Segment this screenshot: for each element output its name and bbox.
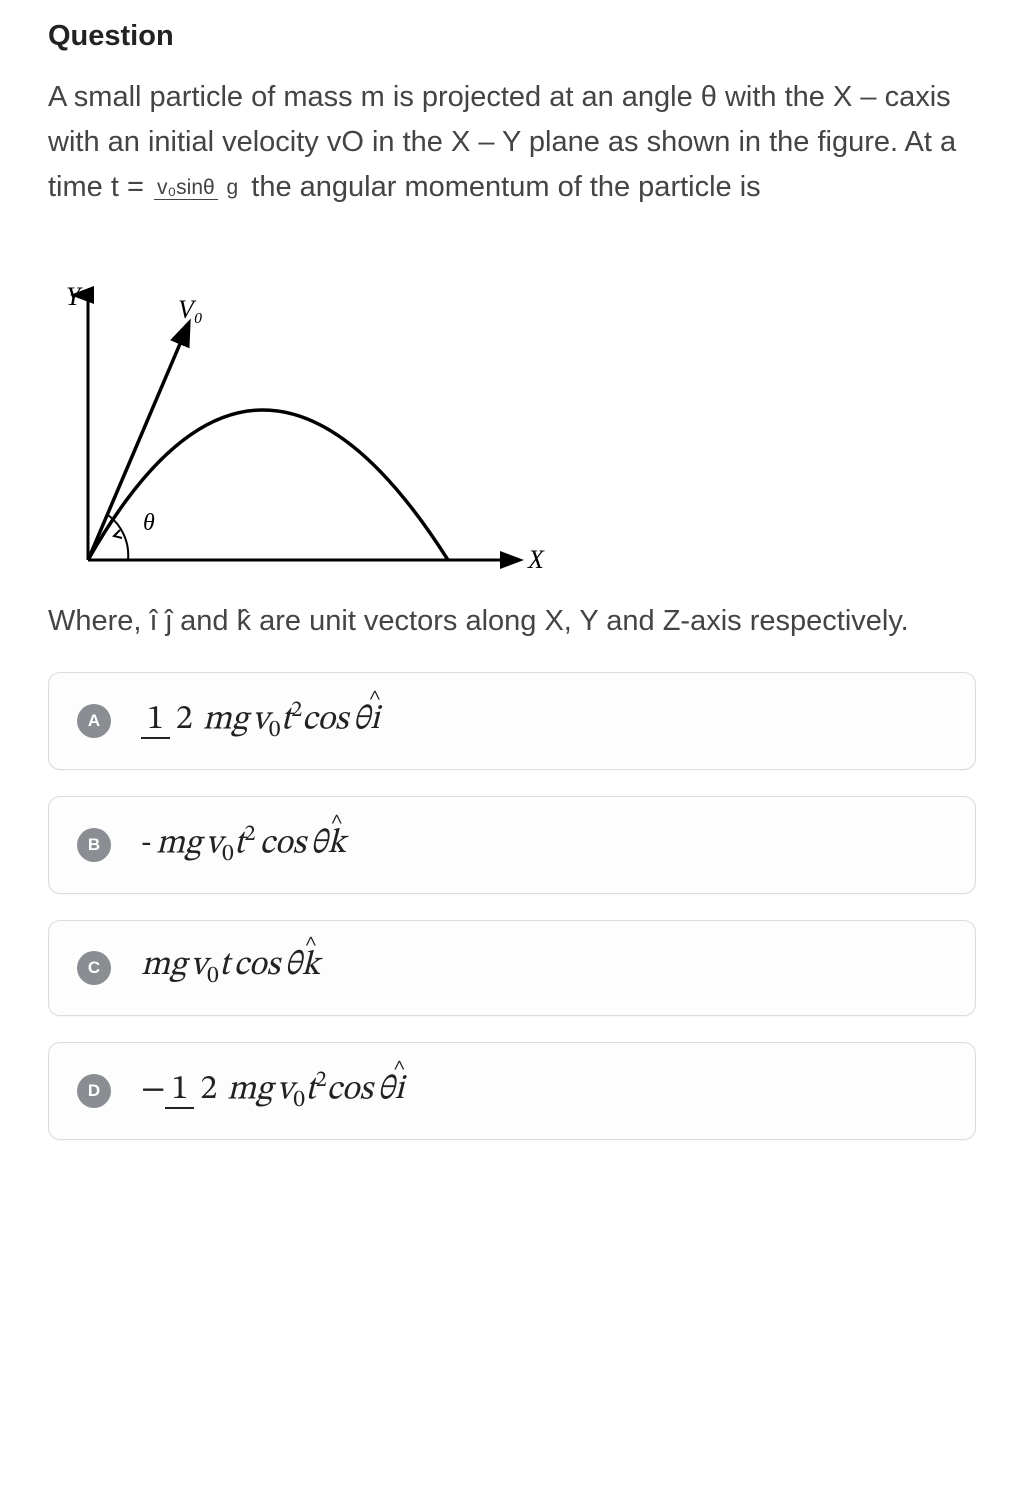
option-c[interactable]: C mg v0t cos θk (48, 920, 976, 1016)
x-axis-label: X (527, 545, 545, 574)
option-a-expression: 12mg v0t2cos θi (141, 697, 380, 745)
unit-vector-note: Where, î ĵ and k̂ are unit vectors along… (48, 599, 976, 644)
option-b[interactable]: B - mg v0t2 cos θk (48, 796, 976, 894)
answer-options: A 12mg v0t2cos θi B - mg v0t2 cos θk C m… (48, 672, 976, 1140)
frac-denominator: g (224, 176, 242, 199)
option-d[interactable]: D −12mg v0t2cos θi (48, 1042, 976, 1140)
angle-arc-tip (114, 530, 122, 538)
question-body: A small particle of mass m is projected … (48, 75, 976, 210)
option-b-expression: - mg v0t2 cos θk (141, 821, 346, 869)
option-d-badge: D (77, 1074, 111, 1108)
velocity-label: V₀ (178, 295, 203, 324)
option-a[interactable]: A 12mg v0t2cos θi (48, 672, 976, 770)
option-d-expression: −12mg v0t2cos θi (141, 1067, 404, 1115)
y-axis-label: Y (66, 282, 83, 311)
trajectory-svg: Y X V₀ θ (48, 270, 548, 590)
time-fraction: v₀sinθ g (154, 177, 241, 199)
question-heading: Question (48, 20, 976, 53)
option-a-badge: A (77, 704, 111, 738)
trajectory-figure: Y X V₀ θ (48, 270, 976, 595)
velocity-vector (88, 325, 188, 560)
option-b-badge: B (77, 828, 111, 862)
theta-label: θ (143, 510, 155, 536)
body-part-2: the angular momentum of the particle is (251, 171, 760, 203)
option-c-badge: C (77, 951, 111, 985)
option-c-expression: mg v0t cos θk (141, 945, 320, 991)
frac-numerator: v₀sinθ (154, 176, 218, 200)
